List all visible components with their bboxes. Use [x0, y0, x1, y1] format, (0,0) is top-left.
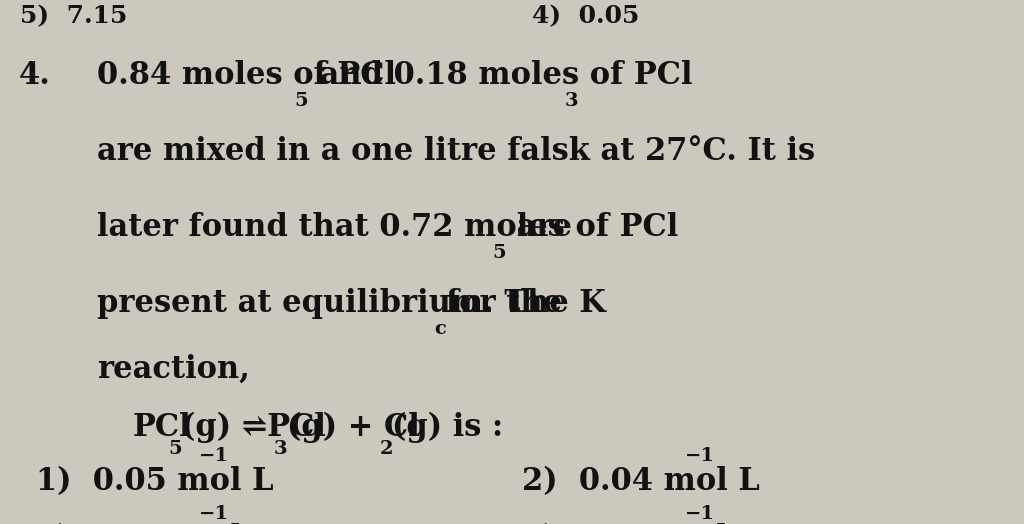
Text: for the: for the: [446, 288, 562, 320]
Text: −1: −1: [685, 447, 715, 465]
Text: 4)  0.08 mol L: 4) 0.08 mol L: [522, 523, 760, 524]
Text: reaction,: reaction,: [97, 354, 250, 385]
Text: −1: −1: [199, 447, 228, 465]
Text: present at equilibrium. The K: present at equilibrium. The K: [97, 288, 606, 320]
Text: 4)  0.05: 4) 0.05: [532, 4, 640, 28]
Text: and 0.18 moles of PCl: and 0.18 moles of PCl: [309, 60, 692, 92]
Text: (g) ⇌PCl: (g) ⇌PCl: [181, 411, 326, 443]
Text: are mixed in a one litre falsk at 27°C. It is: are mixed in a one litre falsk at 27°C. …: [97, 136, 815, 168]
Text: c: c: [434, 320, 446, 338]
Text: −1: −1: [199, 505, 228, 522]
Text: 5: 5: [168, 440, 181, 458]
Text: 2: 2: [380, 440, 393, 458]
Text: are: are: [507, 212, 572, 244]
Text: 3: 3: [564, 92, 579, 110]
Text: 5: 5: [493, 244, 506, 262]
Text: later found that 0.72 moles of PCl: later found that 0.72 moles of PCl: [97, 212, 679, 244]
Text: 3: 3: [273, 440, 288, 458]
Text: 1)  0.05 mol L: 1) 0.05 mol L: [36, 465, 273, 497]
Text: 5: 5: [295, 92, 308, 110]
Text: −1: −1: [685, 505, 715, 522]
Text: (g) is :: (g) is :: [392, 411, 504, 443]
Text: 3)  0.03 mol L: 3) 0.03 mol L: [36, 523, 273, 524]
Text: PCl: PCl: [133, 411, 191, 443]
Text: 0.84 moles of PCl: 0.84 moles of PCl: [97, 60, 396, 92]
Text: 4.: 4.: [18, 60, 50, 92]
Text: 5)  7.15: 5) 7.15: [20, 4, 128, 28]
Text: (g) + Cl: (g) + Cl: [287, 411, 419, 443]
Text: 2)  0.04 mol L: 2) 0.04 mol L: [522, 465, 760, 497]
